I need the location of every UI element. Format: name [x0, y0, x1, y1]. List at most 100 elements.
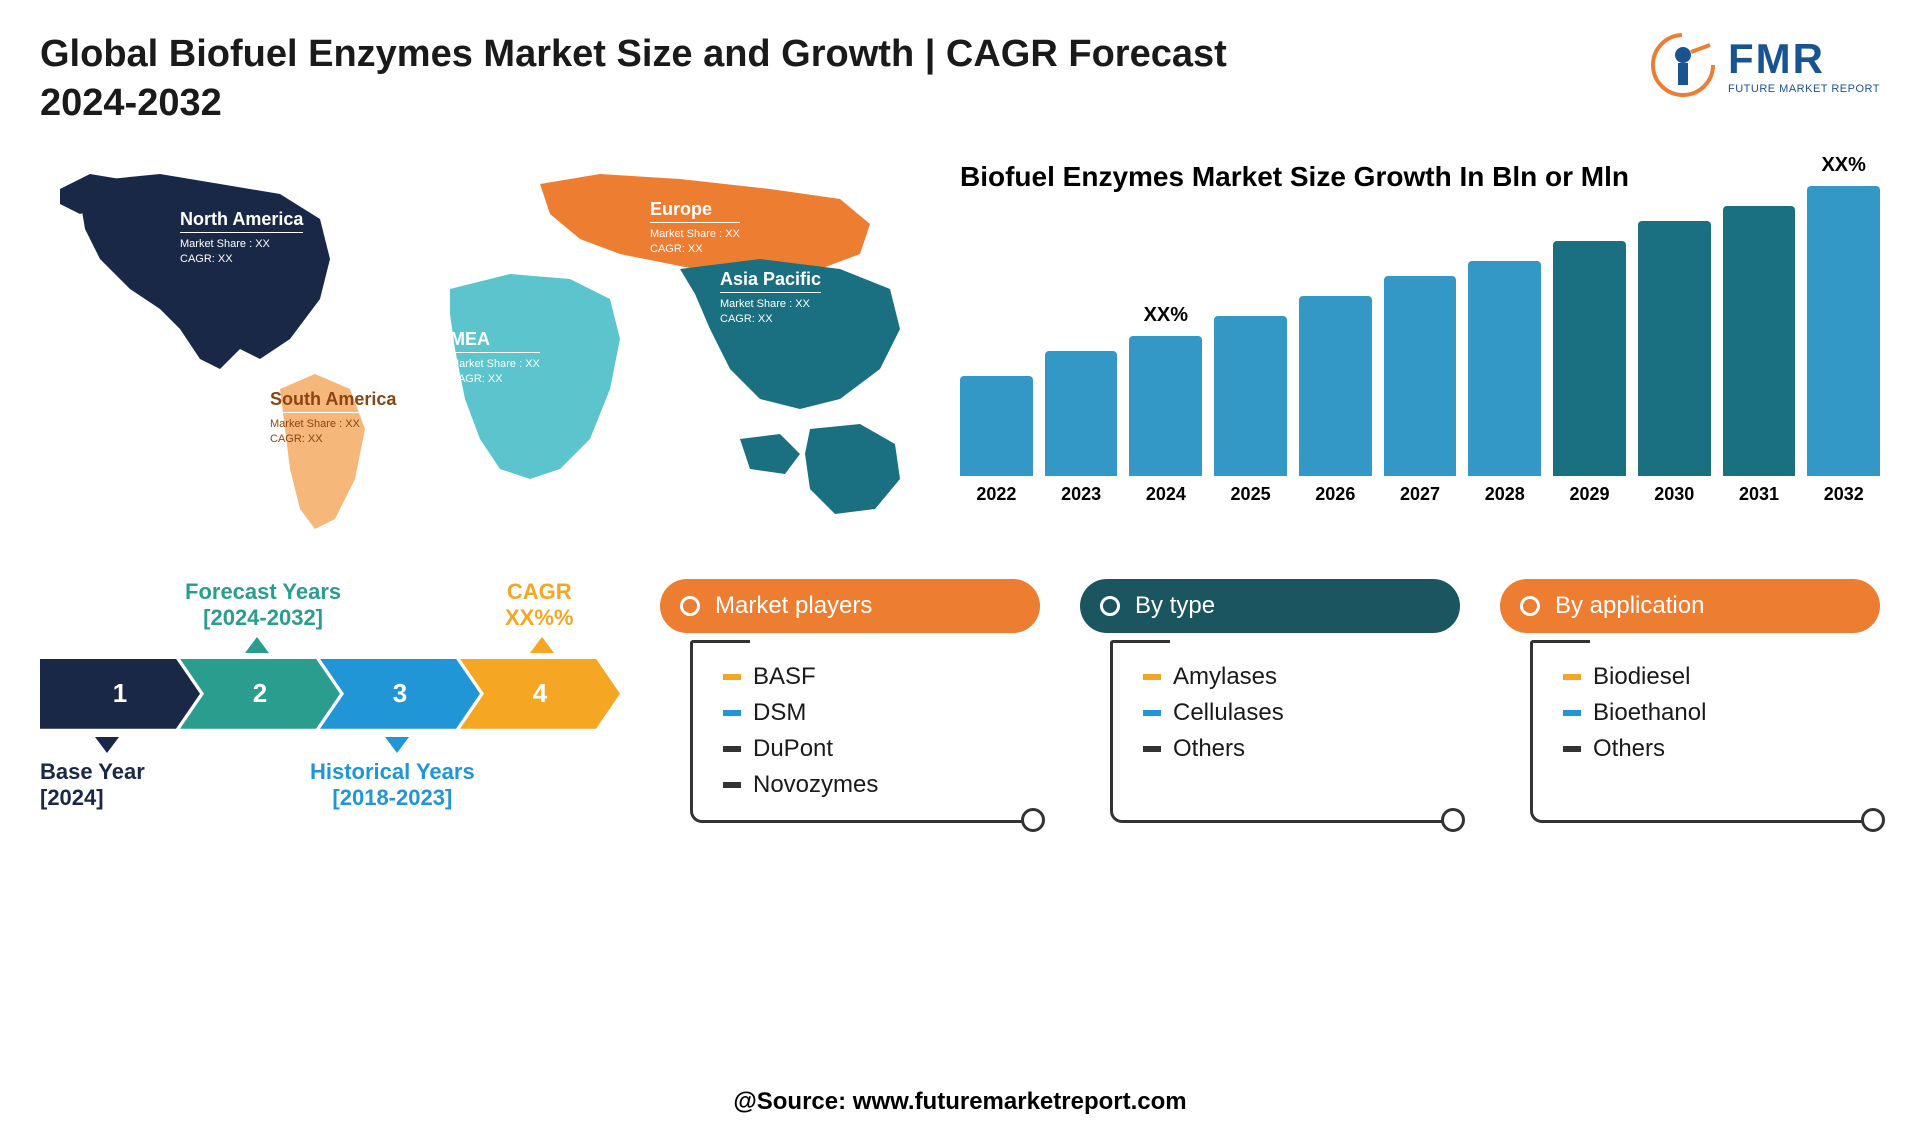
category-item: Others	[1563, 735, 1860, 763]
region-label-mea: MEA Market Share : XX CAGR: XX	[450, 329, 540, 388]
category-item: Amylases	[1143, 663, 1440, 691]
bar-2027: 2027	[1384, 276, 1457, 505]
region-share: Market Share : XX	[450, 357, 540, 372]
region-label-na: North America Market Share : XX CAGR: XX	[180, 209, 303, 268]
item-marker-icon	[1563, 746, 1581, 752]
region-name: Asia Pacific	[720, 269, 821, 293]
category-bracket: Amylases Cellulases Others	[1110, 643, 1460, 823]
item-label: DuPont	[753, 735, 833, 763]
bar-2026: 2026	[1299, 296, 1372, 505]
logo-subtitle: FUTURE MARKET REPORT	[1728, 83, 1880, 95]
region-label-eu: Europe Market Share : XX CAGR: XX	[650, 199, 740, 258]
forecast-label: Forecast Years [2024-2032]	[185, 579, 341, 632]
bar-2030: 2030	[1638, 221, 1711, 505]
item-label: Biodiesel	[1593, 663, 1690, 691]
bar-chart-area: Biofuel Enzymes Market Size Growth In Bl…	[960, 159, 1880, 539]
chevron-4: 4	[460, 659, 620, 729]
fmr-logo-icon	[1648, 30, 1718, 100]
bar-year-label: 2029	[1569, 484, 1609, 505]
item-marker-icon	[723, 782, 741, 788]
page-title: Global Biofuel Enzymes Market Size and G…	[40, 30, 1240, 129]
header-circle-icon	[680, 596, 700, 616]
bar-year-label: 2030	[1654, 484, 1694, 505]
forecast-label-text: Forecast Years	[185, 579, 341, 605]
item-marker-icon	[723, 746, 741, 752]
category-item: Bioethanol	[1563, 699, 1860, 727]
bar-year-label: 2025	[1231, 484, 1271, 505]
forecast-range: [2024-2032]	[185, 605, 341, 631]
region-name: MEA	[450, 329, 540, 353]
header-circle-icon	[1100, 596, 1120, 616]
category-item: Cellulases	[1143, 699, 1440, 727]
item-marker-icon	[1143, 746, 1161, 752]
bar-end-label: XX%	[1821, 154, 1865, 177]
region-share: Market Share : XX	[650, 227, 740, 242]
base-arrow-icon	[95, 737, 119, 753]
logo-text: FMR FUTURE MARKET REPORT	[1728, 35, 1880, 95]
base-label-text: Base Year	[40, 759, 145, 785]
bar-rect	[1723, 206, 1796, 476]
item-label: Cellulases	[1173, 699, 1284, 727]
category-title: By application	[1555, 592, 1704, 620]
logo-fmr: FMR	[1728, 35, 1880, 83]
chevron-2: 2	[180, 659, 340, 729]
region-label-ap: Asia Pacific Market Share : XX CAGR: XX	[720, 269, 821, 328]
item-label: Others	[1593, 735, 1665, 763]
base-range: [2024]	[40, 785, 145, 811]
bar-rect	[1384, 276, 1457, 476]
region-share: Market Share : XX	[270, 417, 396, 432]
item-label: Bioethanol	[1593, 699, 1706, 727]
region-share: Market Share : XX	[720, 297, 821, 312]
category-header: By application	[1500, 579, 1880, 633]
chart-title: Biofuel Enzymes Market Size Growth In Bl…	[960, 159, 1880, 195]
historical-arrow-icon	[385, 737, 409, 753]
category-box: Market players BASF DSM DuPont Novozymes	[660, 579, 1040, 823]
bar-2024: XX% 2024	[1129, 336, 1202, 505]
item-marker-icon	[1563, 710, 1581, 716]
item-marker-icon	[1143, 710, 1161, 716]
region-name: Europe	[650, 199, 740, 223]
header: Global Biofuel Enzymes Market Size and G…	[40, 30, 1880, 129]
chevron-num: 1	[113, 678, 127, 709]
bar-rect	[1638, 221, 1711, 476]
region-name: South America	[270, 389, 396, 413]
item-label: Novozymes	[753, 771, 878, 799]
bar-year-label: 2028	[1485, 484, 1525, 505]
chevron-1: 1	[40, 659, 200, 729]
bar-year-label: 2024	[1146, 484, 1186, 505]
category-item: Biodiesel	[1563, 663, 1860, 691]
item-label: BASF	[753, 663, 816, 691]
item-marker-icon	[723, 674, 741, 680]
bar-rect	[1468, 261, 1541, 476]
item-marker-icon	[1143, 674, 1161, 680]
bar-rect	[1299, 296, 1372, 476]
item-label: Others	[1173, 735, 1245, 763]
bar-2022: 2022	[960, 376, 1033, 505]
item-marker-icon	[723, 710, 741, 716]
logo: FMR FUTURE MARKET REPORT	[1648, 30, 1880, 100]
base-label: Base Year [2024]	[40, 759, 145, 812]
bar-start-label: XX%	[1144, 304, 1188, 327]
bar-year-label: 2031	[1739, 484, 1779, 505]
chevron-num: 2	[253, 678, 267, 709]
cagr-label: CAGR XX%%	[505, 579, 573, 632]
cagr-arrow-icon	[530, 637, 554, 653]
bar-chart: 2022 2023XX% 2024 2025 2026 2027 2028 20…	[960, 205, 1880, 505]
bar-rect	[1045, 351, 1118, 476]
top-row: North America Market Share : XX CAGR: XX…	[40, 159, 1880, 539]
chevron-num: 3	[393, 678, 407, 709]
bar-2031: 2031	[1723, 206, 1796, 505]
category-item: Novozymes	[723, 771, 1020, 799]
region-cagr: CAGR: XX	[270, 432, 396, 447]
bar-2032: XX% 2032	[1807, 186, 1880, 505]
forecast-arrow-icon	[245, 637, 269, 653]
bar-rect	[960, 376, 1033, 476]
historical-label-text: Historical Years	[310, 759, 475, 785]
header-circle-icon	[1520, 596, 1540, 616]
category-title: By type	[1135, 592, 1215, 620]
bar-2029: 2029	[1553, 241, 1626, 505]
bar-year-label: 2032	[1824, 484, 1864, 505]
region-name: North America	[180, 209, 303, 233]
category-item: BASF	[723, 663, 1020, 691]
timeline-chevrons: 1 2 3 4	[40, 659, 620, 729]
